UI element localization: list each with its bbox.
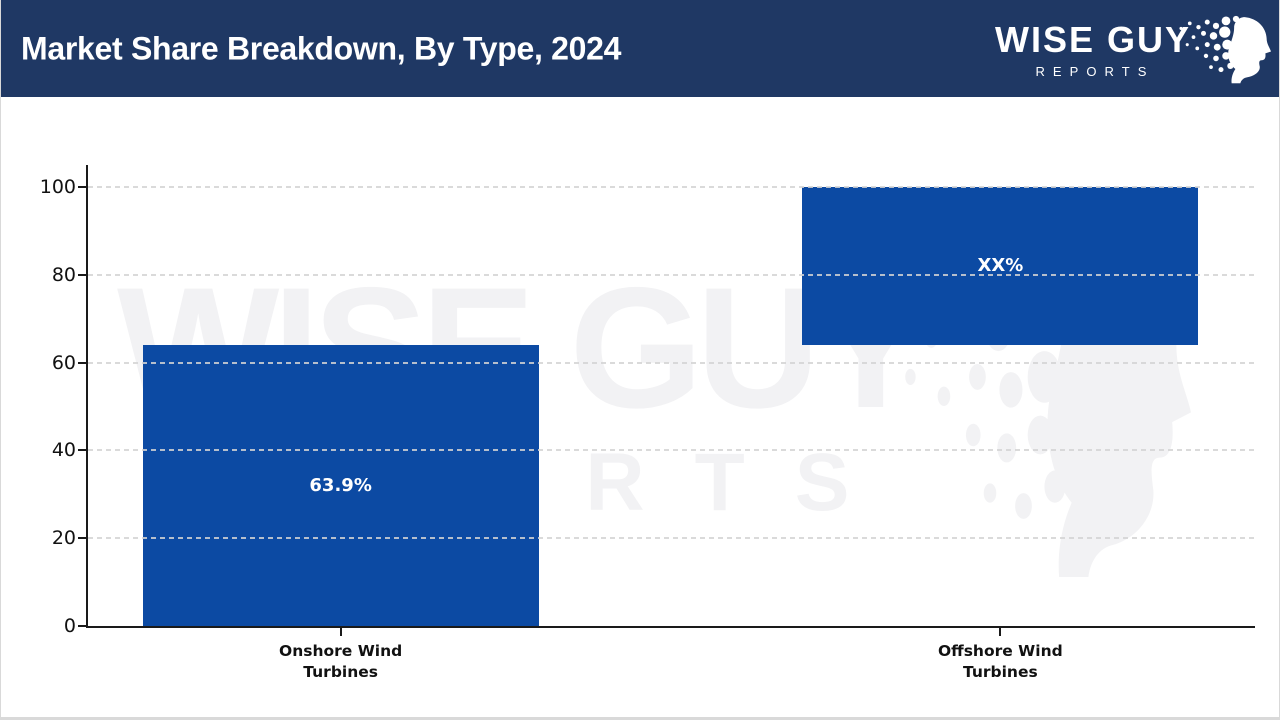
y-tick-label: 40 bbox=[51, 439, 76, 462]
x-category-label: Onshore Wind Turbines bbox=[279, 642, 403, 681]
brand-name: WISE GUY bbox=[994, 19, 1191, 60]
gridline bbox=[88, 185, 1255, 188]
y-tick-label: 0 bbox=[63, 615, 76, 637]
x-category-label: Offshore Wind Turbines bbox=[937, 642, 1063, 681]
x-tick bbox=[339, 628, 342, 636]
y-tick-label: 100 bbox=[39, 175, 76, 198]
bar-value-label: XX% bbox=[977, 255, 1024, 277]
bar-1 bbox=[142, 345, 539, 626]
y-tick bbox=[78, 625, 86, 627]
y-axis-line bbox=[86, 165, 88, 628]
y-tick bbox=[78, 449, 86, 452]
gridline bbox=[88, 273, 1255, 276]
y-tick-label: 80 bbox=[51, 263, 76, 286]
brand-logo: WISE GUY REPORTS bbox=[995, 6, 1271, 92]
gridline bbox=[88, 361, 1255, 364]
x-tick bbox=[999, 628, 1002, 636]
y-tick bbox=[78, 273, 86, 276]
header-bar: Market Share Breakdown, By Type, 2024 WI… bbox=[1, 0, 1279, 97]
gridline bbox=[88, 537, 1255, 540]
y-tick bbox=[78, 185, 86, 188]
bar-2 bbox=[802, 186, 1199, 346]
gridline bbox=[88, 449, 1255, 452]
y-tick bbox=[78, 537, 86, 540]
y-tick bbox=[78, 361, 86, 364]
page-title: Market Share Breakdown, By Type, 2024 bbox=[21, 30, 622, 66]
x-axis-line bbox=[86, 626, 1255, 628]
brand-text: WISE GUY REPORTS bbox=[995, 19, 1191, 79]
y-tick-label: 60 bbox=[51, 351, 76, 374]
y-tick-label: 20 bbox=[51, 527, 76, 550]
bar-value-label: 63.9% bbox=[309, 474, 372, 496]
brand-subtitle: REPORTS bbox=[1035, 64, 1155, 79]
plot-area: 0 20 40 60 80 100 63.9% Onshore Wind Turbines XX… bbox=[40, 165, 1255, 681]
